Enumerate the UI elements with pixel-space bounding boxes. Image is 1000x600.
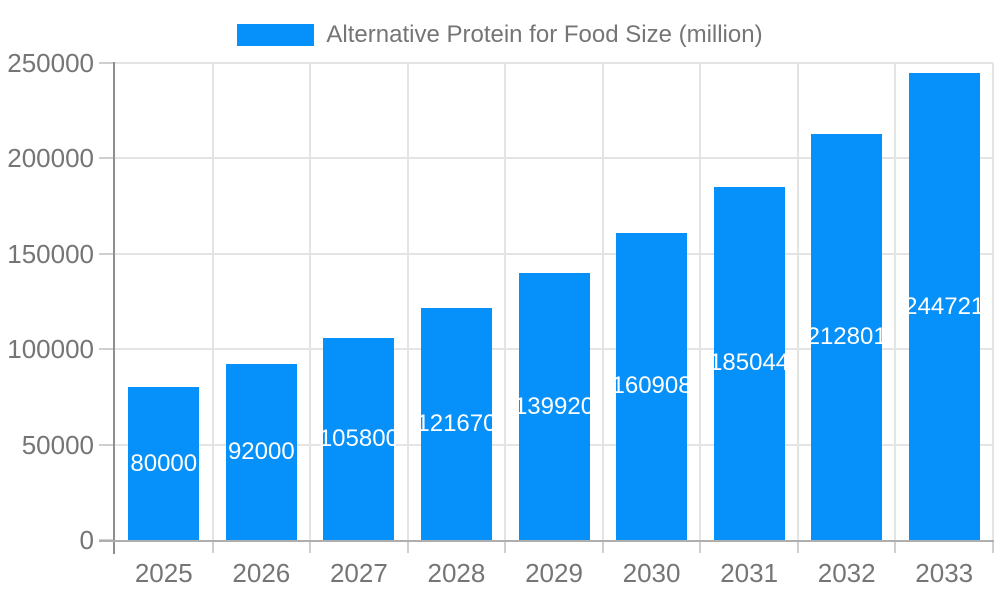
v-gridline — [894, 63, 897, 540]
x-tick-label: 2027 — [329, 558, 388, 588]
bar-value-label: 160908 — [611, 372, 692, 400]
x-axis-tick — [211, 540, 214, 553]
bar-2032 — [811, 133, 883, 540]
y-tick-label: 50000 — [21, 429, 94, 460]
y-tick-label: 150000 — [7, 238, 94, 269]
x-axis-tick — [796, 540, 799, 553]
h-gridline — [115, 157, 993, 160]
chart-title: Alternative Protein for Food Size (milli… — [326, 21, 763, 48]
bar-2027 — [323, 338, 395, 540]
y-tick-label: 200000 — [7, 143, 94, 174]
y-tick-label: 0 — [79, 525, 94, 555]
v-gridline — [309, 63, 312, 540]
bar-2025 — [128, 387, 200, 540]
v-gridline — [504, 63, 507, 540]
legend-item[interactable]: Alternative Protein for Food Size (milli… — [0, 21, 1000, 49]
y-axis-tick — [99, 443, 114, 446]
x-axis-tick — [894, 540, 897, 553]
bar-2031 — [713, 186, 785, 540]
y-axis-tick — [99, 252, 114, 255]
x-axis-tick — [601, 540, 604, 553]
y-tick-label: 100000 — [7, 334, 94, 365]
h-gridline — [115, 252, 993, 255]
v-gridline — [601, 63, 604, 540]
x-tick-label: 2028 — [427, 558, 486, 588]
x-axis-tick — [699, 540, 702, 553]
x-tick-label: 2031 — [720, 558, 779, 588]
bar-value-label: 185044 — [709, 349, 790, 377]
bar-value-label: 139920 — [513, 392, 595, 420]
bar-2028 — [420, 307, 492, 540]
x-axis-tick — [504, 540, 507, 553]
v-gridline — [406, 63, 409, 540]
x-axis-tick — [992, 540, 994, 553]
h-gridline — [115, 62, 993, 64]
v-gridline — [796, 63, 799, 540]
v-gridline — [211, 63, 214, 540]
x-axis-tick — [406, 540, 409, 553]
bar-2026 — [225, 364, 297, 540]
v-gridline — [992, 63, 994, 540]
x-tick-label: 2032 — [817, 558, 876, 588]
y-axis-tick — [99, 348, 114, 351]
bar-value-label: 92000 — [227, 438, 295, 466]
x-tick-label: 2026 — [232, 558, 291, 588]
bar-2030 — [616, 232, 688, 540]
y-axis-line — [113, 62, 115, 554]
bar-value-label: 244721 — [904, 292, 985, 320]
x-tick-label: 2033 — [915, 558, 974, 588]
bar-value-label: 212801 — [806, 322, 887, 350]
bar-value-label: 105800 — [318, 425, 399, 453]
bar-value-label: 121670 — [416, 409, 497, 437]
x-tick-label: 2025 — [134, 558, 193, 588]
bar-2029 — [518, 273, 590, 540]
y-axis-tick — [99, 62, 114, 64]
x-axis-line — [99, 540, 994, 542]
legend-swatch — [237, 24, 315, 46]
x-axis-tick — [309, 540, 312, 553]
x-tick-label: 2030 — [622, 558, 681, 588]
y-tick-label: 250000 — [7, 48, 94, 78]
bar-2033 — [908, 73, 980, 540]
v-gridline — [699, 63, 702, 540]
y-axis-tick — [99, 157, 114, 160]
x-tick-label: 2029 — [525, 558, 583, 588]
bar-value-label: 80000 — [130, 449, 198, 477]
